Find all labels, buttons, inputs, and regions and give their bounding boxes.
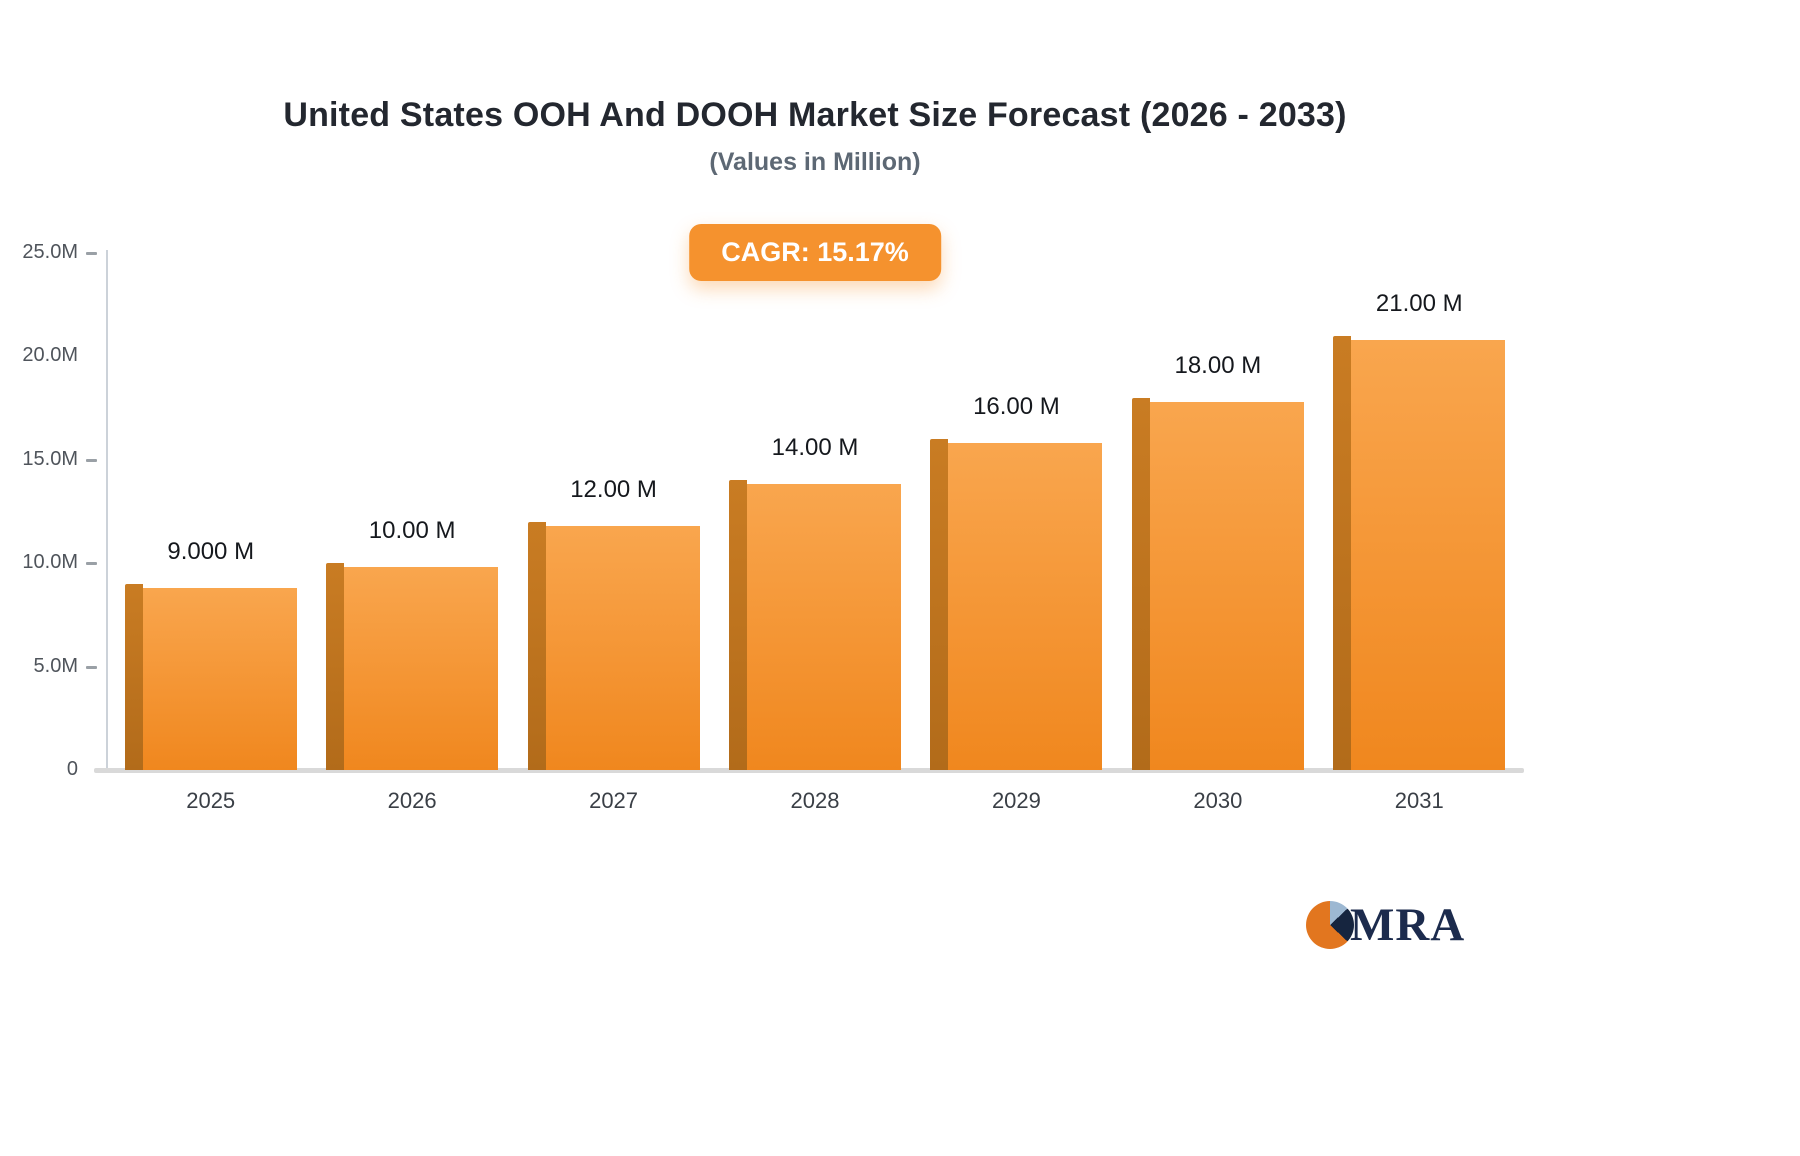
bar-value-label: 14.00 M	[771, 434, 859, 462]
y-axis-line	[106, 250, 108, 772]
bar-front-face	[1351, 339, 1506, 770]
x-tick-label: 2025	[186, 788, 236, 813]
bar	[1333, 335, 1506, 770]
bar-front-face	[344, 567, 499, 770]
x-tick-label: 2027	[589, 788, 639, 813]
x-tick-label: 2029	[991, 788, 1041, 813]
bar-value-label: 16.00 M	[973, 393, 1060, 421]
bar-front-face	[948, 443, 1103, 770]
bar	[1131, 397, 1304, 770]
y-tick-label: 20.0M	[22, 344, 78, 367]
bar-side-face	[729, 480, 747, 770]
bar-side-face	[124, 583, 143, 770]
x-tick-label: 2026	[387, 788, 437, 813]
y-tick-label: 5.0M	[33, 654, 78, 677]
bar	[124, 583, 297, 770]
y-tick-mark	[86, 665, 97, 669]
bar-side-face	[930, 439, 949, 770]
x-tick-label: 2031	[1394, 788, 1444, 813]
bar-side-face	[1131, 397, 1150, 770]
bar-side-face	[326, 563, 345, 770]
x-axis-line	[94, 768, 1524, 773]
bar-front-face	[747, 484, 901, 770]
y-tick-label: 10.0M	[22, 551, 78, 574]
bar	[729, 480, 901, 770]
bar-value-label: 18.00 M	[1174, 351, 1262, 379]
y-tick-label: 15.0M	[22, 447, 78, 470]
bar-side-face	[527, 521, 546, 770]
bar-side-face	[1333, 335, 1352, 770]
bar-front-face	[1149, 401, 1304, 770]
bar	[930, 439, 1103, 770]
bar-value-label: 10.00 M	[368, 517, 456, 545]
bar-front-face	[545, 525, 700, 770]
bar	[326, 563, 499, 770]
x-tick-label: 2028	[790, 788, 840, 813]
y-tick-mark	[86, 252, 97, 255]
mra-logo-pie-icon	[1306, 901, 1354, 949]
bar-value-label: 12.00 M	[570, 475, 657, 503]
chart-subtitle: (Values in Million)	[709, 148, 921, 176]
chart-title: United States OOH And DOOH Market Size F…	[283, 96, 1347, 134]
x-tick-label: 2030	[1193, 788, 1243, 813]
cagr-badge: CAGR: 15.17%	[689, 224, 941, 281]
mra-logo: MRA	[1306, 901, 1465, 949]
y-tick-label: 25.0M	[22, 241, 78, 263]
y-tick-mark	[86, 458, 97, 462]
bar-front-face	[142, 587, 297, 770]
bar	[527, 521, 700, 770]
y-tick-mark	[86, 562, 97, 566]
y-tick-label: 0	[66, 758, 78, 780]
bar-value-label: 9.000 M	[167, 537, 255, 565]
mra-logo-text: MRA	[1350, 899, 1466, 951]
bar-value-label: 21.00 M	[1375, 289, 1463, 317]
